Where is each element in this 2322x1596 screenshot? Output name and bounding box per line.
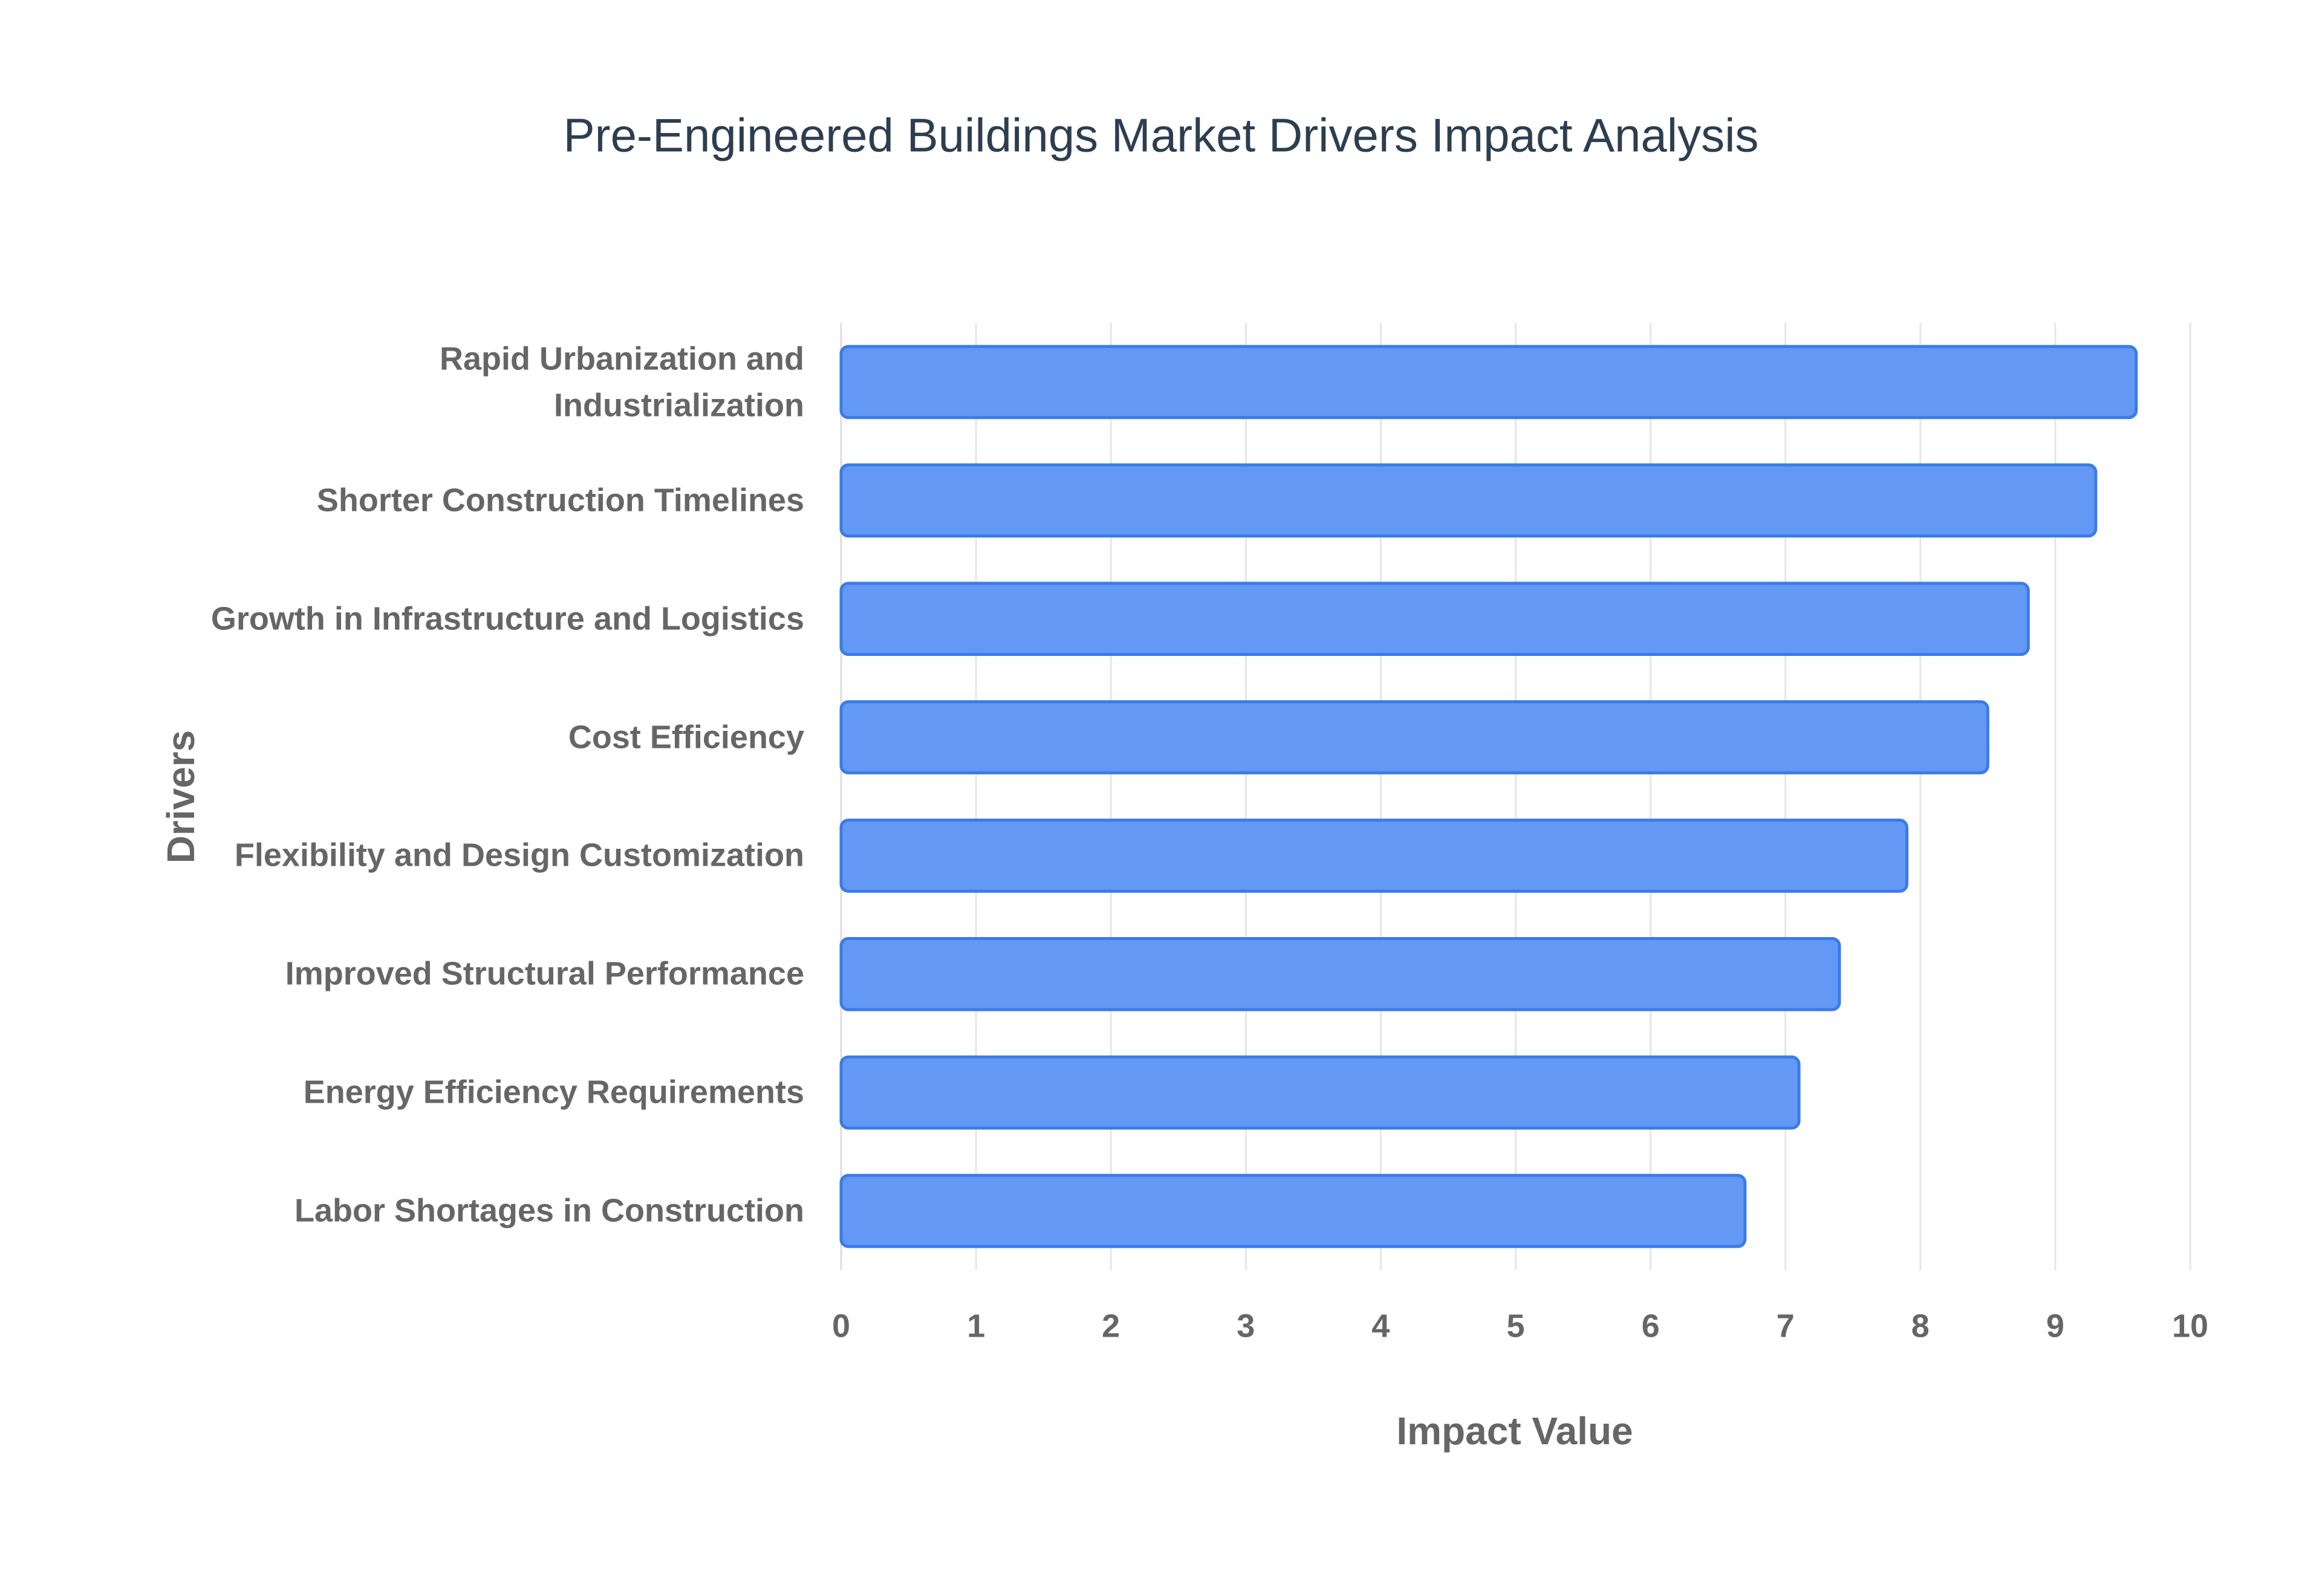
x-tick-label: 2 bbox=[1102, 1308, 1120, 1344]
x-tick-label: 6 bbox=[1642, 1308, 1660, 1344]
y-tick-label: Energy Efficiency Requirements bbox=[303, 1074, 804, 1111]
bar bbox=[839, 937, 1841, 1011]
bar bbox=[839, 582, 2030, 656]
y-axis-title: Drivers bbox=[159, 730, 203, 864]
y-tick-label: Growth in Infrastructure and Logistics bbox=[210, 600, 804, 637]
x-tick-label: 1 bbox=[967, 1308, 985, 1344]
y-tick-label: Flexibility and Design Customization bbox=[234, 837, 804, 874]
bar bbox=[839, 345, 2138, 420]
bar bbox=[839, 1173, 1747, 1248]
y-tick-label: Improved Structural Performance bbox=[285, 955, 804, 992]
bar bbox=[839, 700, 1989, 774]
bar bbox=[839, 463, 2098, 538]
x-tick-label: 7 bbox=[1777, 1308, 1795, 1344]
y-tick-label: Shorter Construction Timelines bbox=[316, 482, 804, 519]
x-tick-label: 9 bbox=[2046, 1308, 2064, 1344]
x-tick-label: 8 bbox=[1911, 1308, 1930, 1344]
y-tick-label: Rapid Urbanization and Industrialization bbox=[439, 340, 804, 423]
x-tick-label: 3 bbox=[1237, 1308, 1255, 1344]
y-tick-label: Labor Shortages in Construction bbox=[294, 1192, 804, 1229]
x-tick-label: 4 bbox=[1371, 1308, 1390, 1344]
bar bbox=[839, 819, 1908, 893]
x-tick-label: 0 bbox=[832, 1308, 850, 1344]
bar bbox=[839, 1055, 1801, 1130]
chart-title: Pre-Engineered Buildings Market Drivers … bbox=[564, 109, 1759, 162]
x-tick-label: 10 bbox=[2172, 1308, 2208, 1344]
x-tick-label: 5 bbox=[1506, 1308, 1524, 1344]
x-axis-title: Impact Value bbox=[1396, 1409, 1633, 1453]
y-tick-label: Cost Efficiency bbox=[568, 719, 804, 756]
